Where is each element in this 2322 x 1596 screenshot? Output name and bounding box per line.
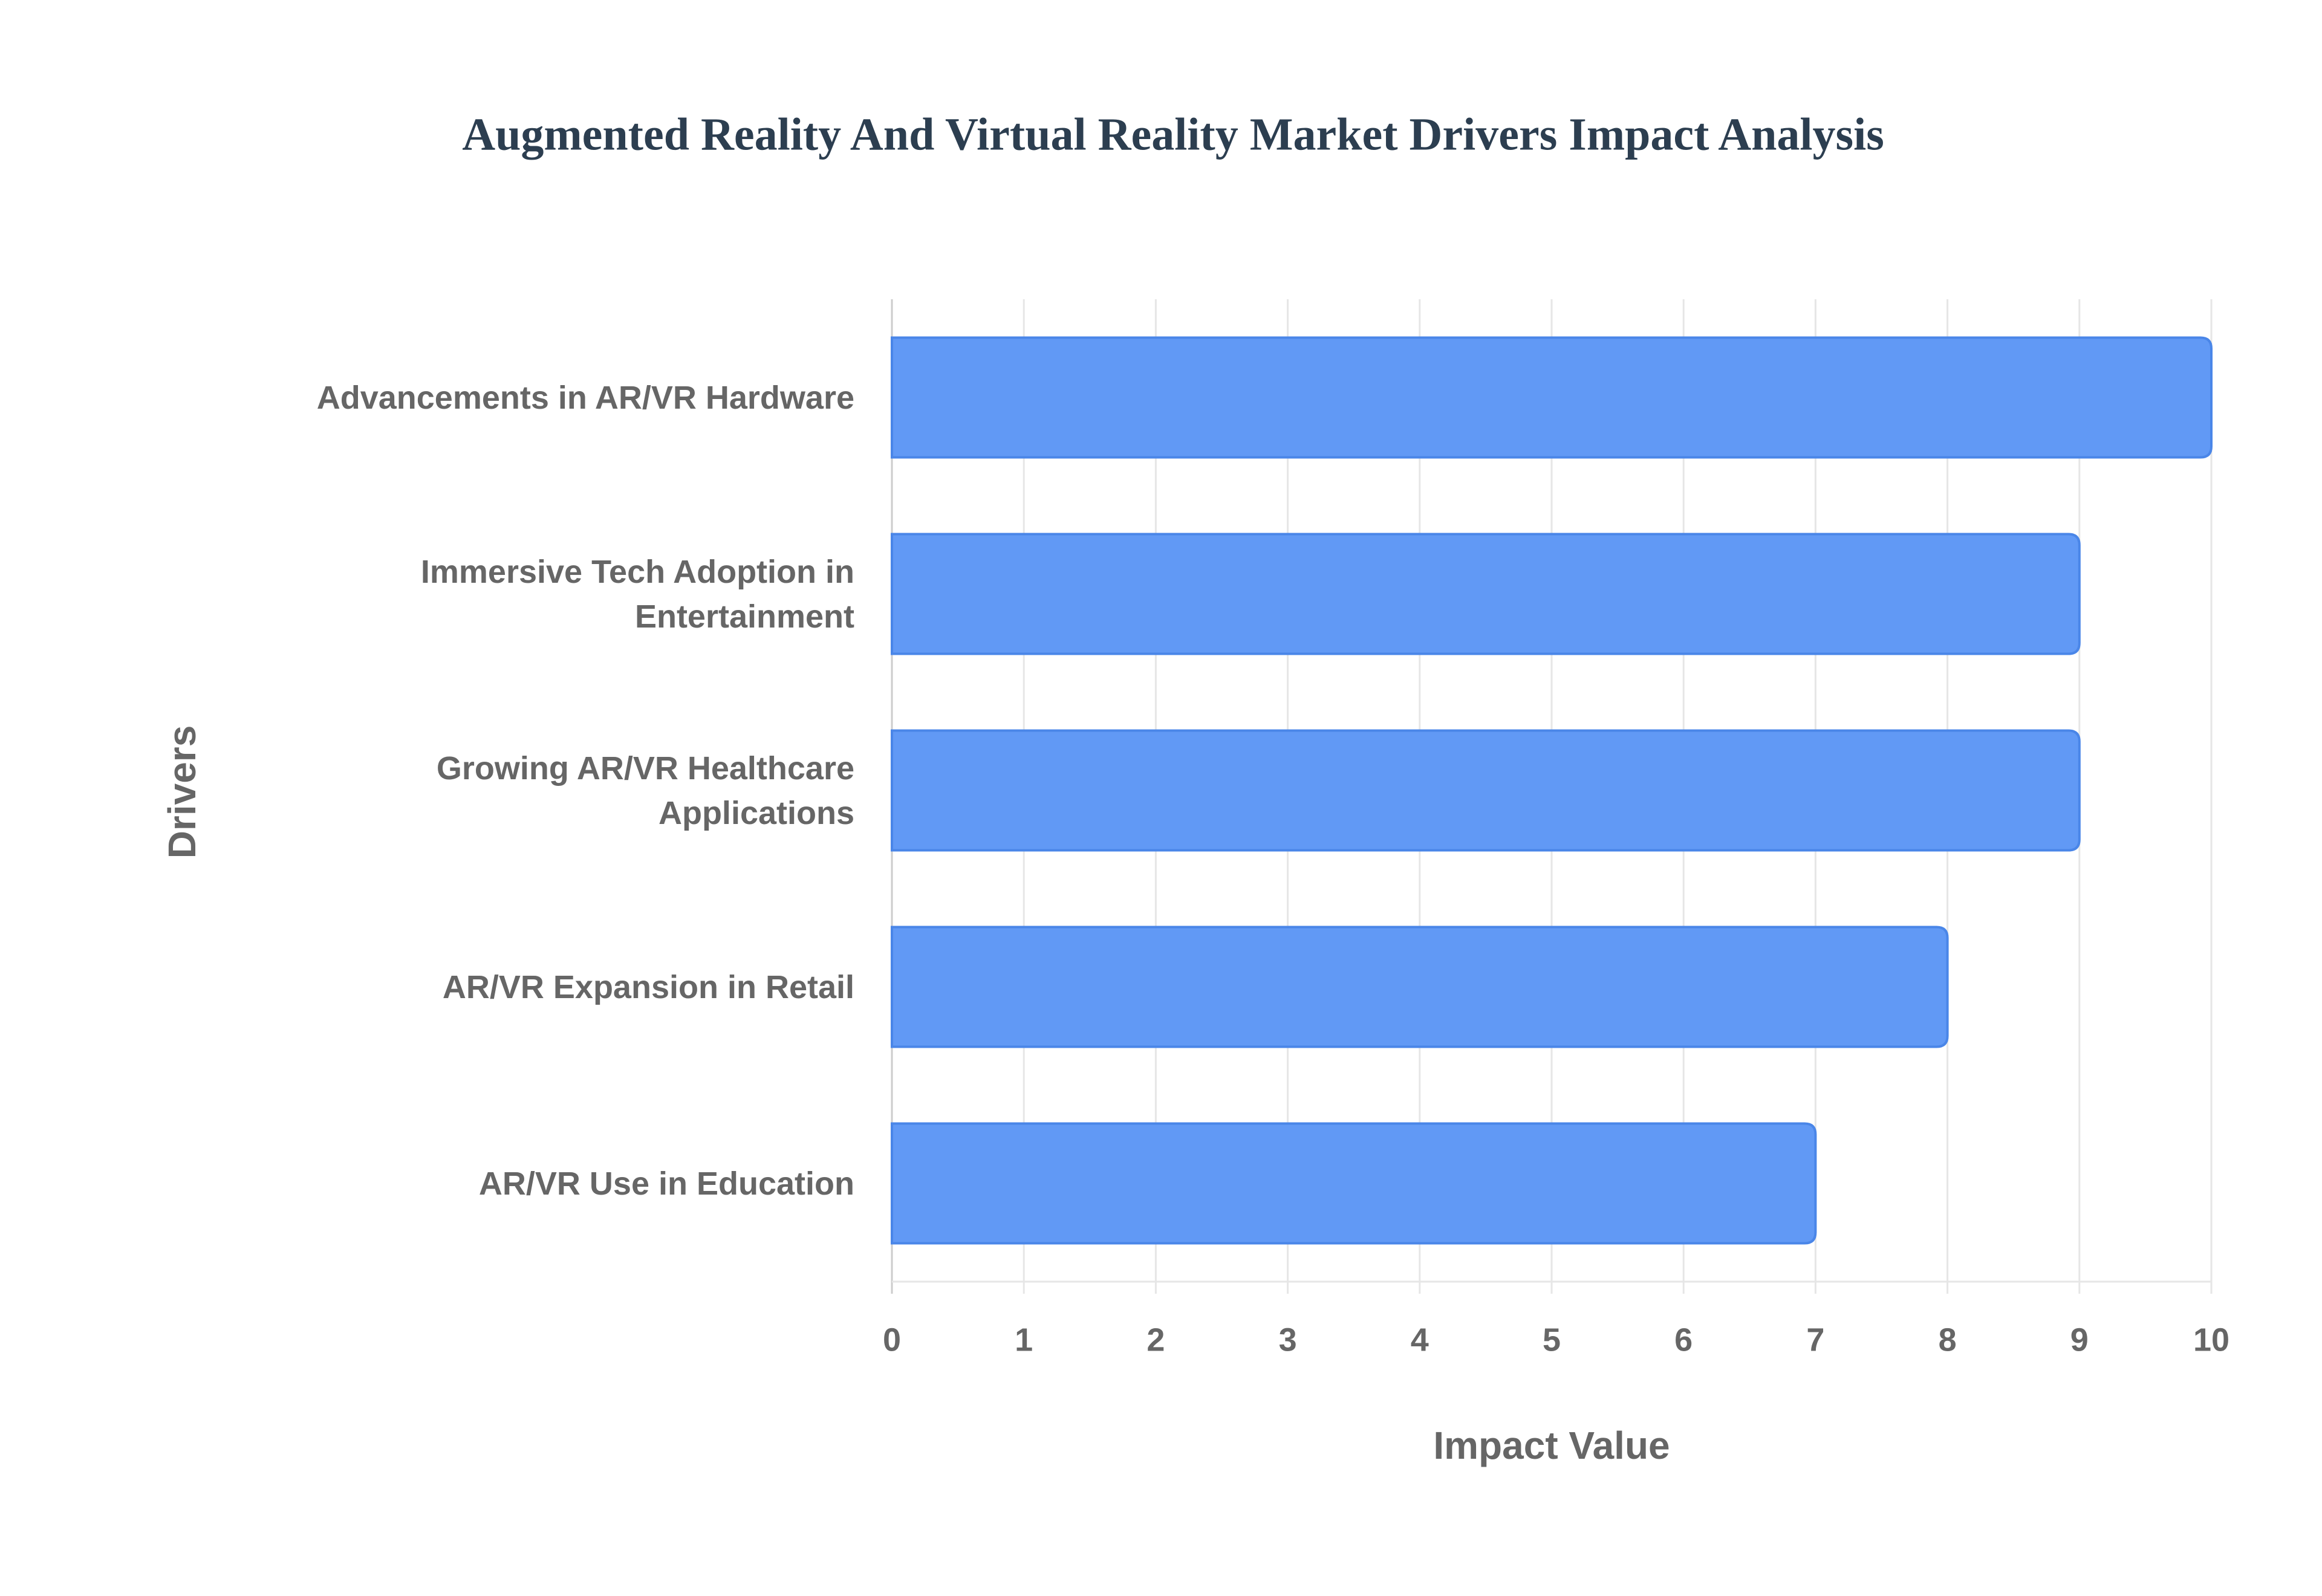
x-tick-label: 0 bbox=[883, 1322, 901, 1358]
y-tick-label: Growing AR/VR Healthcare Applications bbox=[436, 750, 854, 831]
chart-title: Augmented Reality And Virtual Reality Ma… bbox=[462, 109, 1884, 160]
x-axis-title: Impact Value bbox=[1433, 1424, 1670, 1467]
x-tick-label: 1 bbox=[1015, 1322, 1033, 1358]
x-tick-label: 8 bbox=[1939, 1322, 1957, 1358]
x-tick-label: 2 bbox=[1146, 1322, 1165, 1358]
x-tick-label: 3 bbox=[1279, 1322, 1297, 1358]
x-tick-label: 9 bbox=[2070, 1322, 2089, 1358]
bar bbox=[891, 926, 1949, 1048]
bar bbox=[891, 533, 2081, 655]
y-tick-label: Immersive Tech Adoption in Entertainment bbox=[420, 553, 854, 635]
x-tick-label: 6 bbox=[1674, 1322, 1693, 1358]
y-tick-label: Advancements in AR/VR Hardware bbox=[316, 379, 854, 416]
y-axis-title: Drivers bbox=[160, 725, 204, 859]
bar bbox=[891, 1122, 1817, 1245]
bar bbox=[891, 336, 2213, 459]
x-tick-label: 10 bbox=[2193, 1322, 2229, 1358]
y-tick-label: AR/VR Use in Education bbox=[478, 1165, 854, 1202]
x-tick-label: 5 bbox=[1543, 1322, 1561, 1358]
y-tick-label: AR/VR Expansion in Retail bbox=[442, 968, 854, 1005]
x-tick-label: 4 bbox=[1411, 1322, 1429, 1358]
bar bbox=[891, 729, 2081, 852]
x-tick-label: 7 bbox=[1806, 1322, 1824, 1358]
